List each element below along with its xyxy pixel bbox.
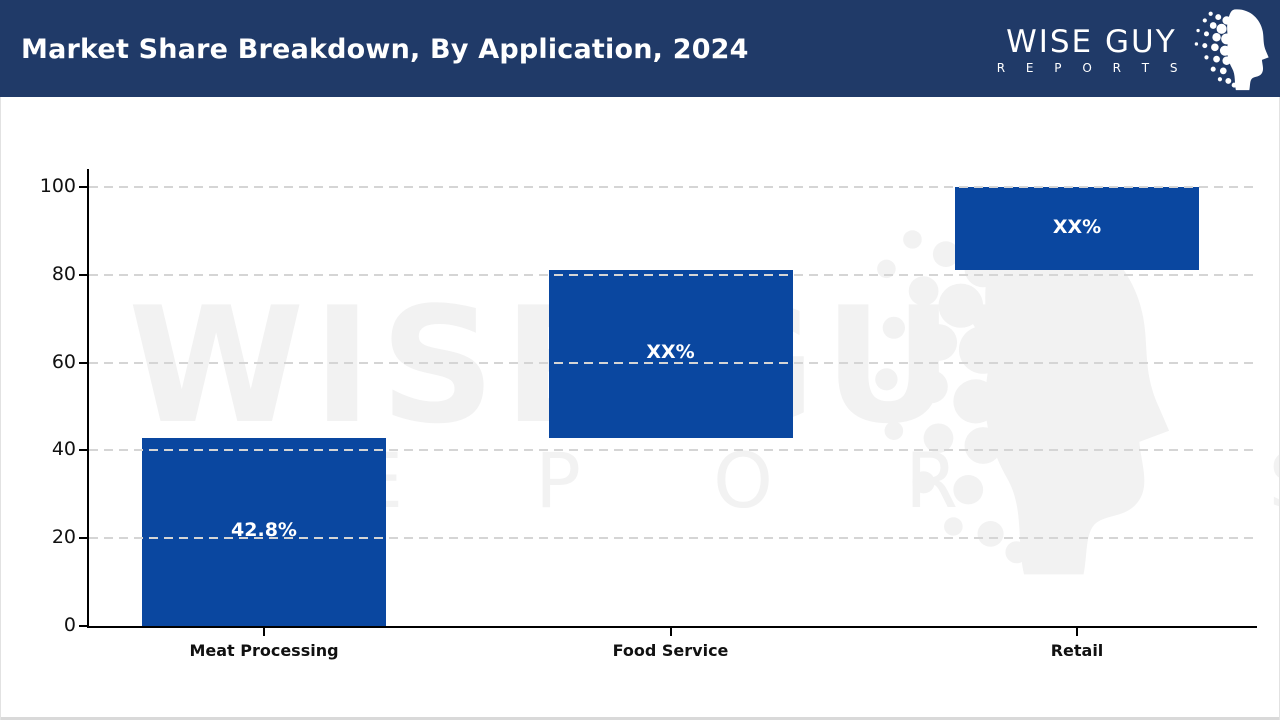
page-title: Market Share Breakdown, By Application, … [21,34,749,65]
y-tick-label: 60 [51,350,76,373]
dotted-head-profile-icon [1194,9,1269,91]
logo-wordmark: WISE GUY [1006,23,1177,60]
logo-text: WISE GUY R E P O R T S [997,24,1186,75]
header-banner: Market Share Breakdown, By Application, … [0,0,1280,97]
left-edge-line [0,97,1,720]
y-tick-mark [79,186,87,188]
x-tick-mark [1076,628,1078,636]
x-category-label: Food Service [612,641,729,660]
gridline-60 [89,361,1256,364]
logo-subtitle: R E P O R T S [996,60,1186,75]
y-tick-label: 40 [51,438,76,461]
x-category-label: Retail [1050,641,1104,660]
x-axis-spine [87,626,1257,628]
bar-retail [955,187,1199,271]
gridline-100 [89,186,1256,188]
gridline-40 [89,449,1256,452]
x-tick-mark [669,628,672,636]
bar-value-label: 42.8% [231,519,297,542]
y-tick-label: 20 [51,526,76,549]
y-tick-mark [79,537,87,540]
bottom-edge-line [0,717,1280,720]
y-tick-mark [79,449,87,452]
y-tick-label: 0 [63,614,76,636]
y-tick-mark [79,625,87,627]
gridline-80 [89,273,1256,276]
bar-meat-processing [142,438,386,626]
y-axis-spine [87,169,89,628]
bar-food-service [548,270,793,439]
dotted-head-profile-watermark-icon [841,220,1170,575]
y-tick-label: 100 [39,175,76,197]
bar-value-label: XX% [646,341,695,364]
x-category-label: Meat Processing [189,641,339,660]
y-tick-label: 80 [51,262,76,285]
bar-value-label: XX% [1052,215,1102,238]
gridline-20 [89,537,1256,540]
wise-guy-reports-logo: WISE GUY R E P O R T S [997,4,1272,94]
x-tick-mark [263,628,265,636]
y-tick-mark [79,361,87,364]
y-tick-mark [79,273,87,276]
